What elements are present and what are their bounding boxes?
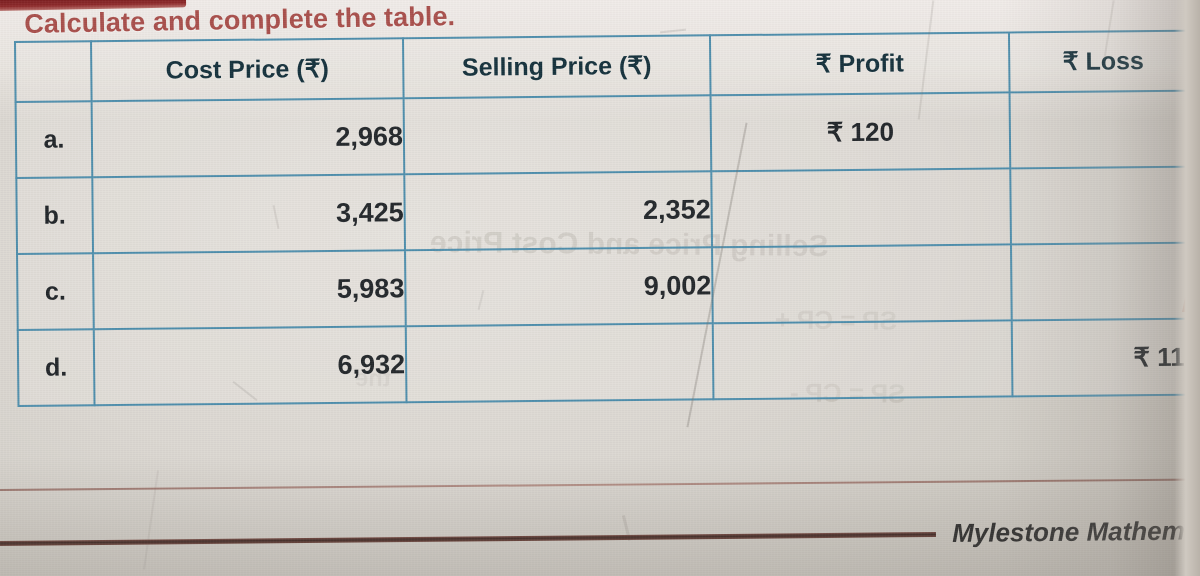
header-selling-price: Selling Price (₹)	[402, 35, 711, 99]
cell-loss-a[interactable]	[1009, 90, 1199, 169]
exercise-table-container: Cost Price (₹) Selling Price (₹) ₹ Profi…	[14, 30, 1200, 407]
cell-cost-price-c: 5,983	[93, 250, 406, 330]
cell-selling-price-c: 9,002	[405, 247, 713, 327]
header-loss: ₹ Loss	[1008, 30, 1198, 93]
row-label-d: d.	[17, 329, 95, 406]
edge-clipped-letter: v	[1183, 222, 1200, 255]
cell-cost-price-b: 3,425	[92, 174, 406, 254]
cell-cost-price-a: 2,968	[91, 98, 405, 178]
table-body: a. 2,968 ₹ 120 b. 3,425 2,352 c. 5,983 9	[15, 90, 1200, 406]
table-header-row: Cost Price (₹) Selling Price (₹) ₹ Profi…	[15, 30, 1198, 102]
table-row: d. 6,932 ₹ 110	[17, 318, 1200, 406]
cell-selling-price-b: 2,352	[404, 171, 713, 251]
cell-profit-b[interactable]	[711, 168, 1011, 248]
cell-loss-b[interactable]	[1010, 166, 1199, 245]
cell-loss-c[interactable]	[1010, 242, 1200, 321]
cell-profit-a: ₹ 120	[710, 92, 1011, 172]
profit-loss-table: Cost Price (₹) Selling Price (₹) ₹ Profi…	[14, 30, 1200, 407]
row-label-a: a.	[15, 101, 93, 178]
footer-book-title: Mylestone Mathem	[952, 515, 1185, 548]
table-row: b. 3,425 2,352	[16, 166, 1199, 254]
header-profit: ₹ Profit	[709, 32, 1010, 96]
cell-selling-price-a[interactable]	[403, 95, 712, 175]
cell-selling-price-d[interactable]	[405, 323, 714, 403]
edge-clipped-letter: v	[1183, 352, 1200, 385]
header-index	[15, 41, 92, 102]
edge-clipped-letter: h	[1181, 286, 1200, 319]
row-label-b: b.	[16, 177, 94, 254]
table-header: Cost Price (₹) Selling Price (₹) ₹ Profi…	[15, 30, 1198, 102]
header-cost-price: Cost Price (₹)	[91, 38, 404, 102]
cell-cost-price-d: 6,932	[93, 326, 407, 406]
table-row: c. 5,983 9,002	[17, 242, 1200, 330]
table-row: a. 2,968 ₹ 120	[15, 90, 1199, 178]
cell-profit-c[interactable]	[712, 244, 1012, 324]
cell-loss-d: ₹ 110	[1011, 318, 1200, 397]
row-label-c: c.	[17, 253, 94, 330]
cell-profit-d[interactable]	[712, 320, 1013, 400]
paper-highlight-top	[0, 0, 1200, 120]
